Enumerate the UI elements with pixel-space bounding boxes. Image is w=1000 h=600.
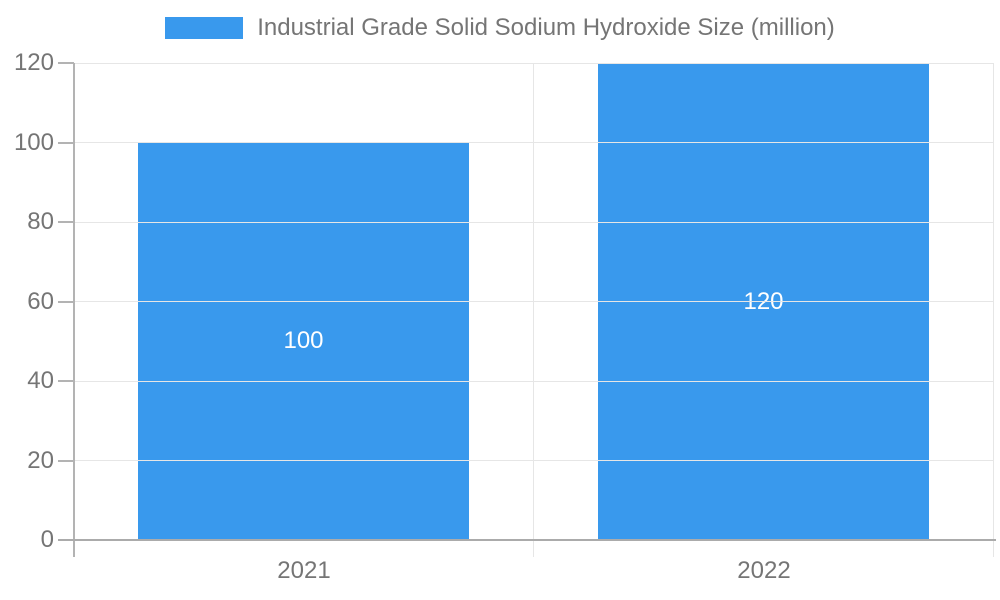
bar: [138, 142, 469, 540]
y-axis-tick-label: 40: [27, 367, 54, 394]
y-axis-tick-label: 120: [13, 49, 54, 76]
bar-value-label: 100: [283, 327, 324, 354]
x-axis-category-label: 2022: [737, 557, 791, 584]
category-boundary-line: [533, 63, 534, 557]
y-axis-tick-label: 20: [27, 446, 54, 474]
y-axis-tick: [58, 62, 74, 64]
y-axis-tick: [58, 141, 74, 144]
y-axis-tick: [58, 459, 74, 462]
category-boundary-line: [992, 63, 994, 557]
y-axis-tick: [58, 300, 74, 303]
y-axis-tick-label: 0: [40, 526, 54, 553]
legend-swatch: [165, 17, 244, 39]
legend-label: Industrial Grade Solid Sodium Hydroxide …: [257, 14, 835, 41]
y-axis-tick: [58, 380, 74, 382]
y-axis-tick-label: 60: [27, 287, 54, 315]
y-axis-tick-label: 80: [27, 208, 54, 235]
y-axis-line: [73, 63, 75, 557]
x-axis-line: [58, 539, 996, 541]
y-axis-tick-label: 100: [13, 128, 54, 156]
y-axis-tick: [58, 221, 74, 223]
chart-legend: Industrial Grade Solid Sodium Hydroxide …: [0, 14, 1000, 42]
x-axis-category-label: 2021: [277, 557, 331, 584]
